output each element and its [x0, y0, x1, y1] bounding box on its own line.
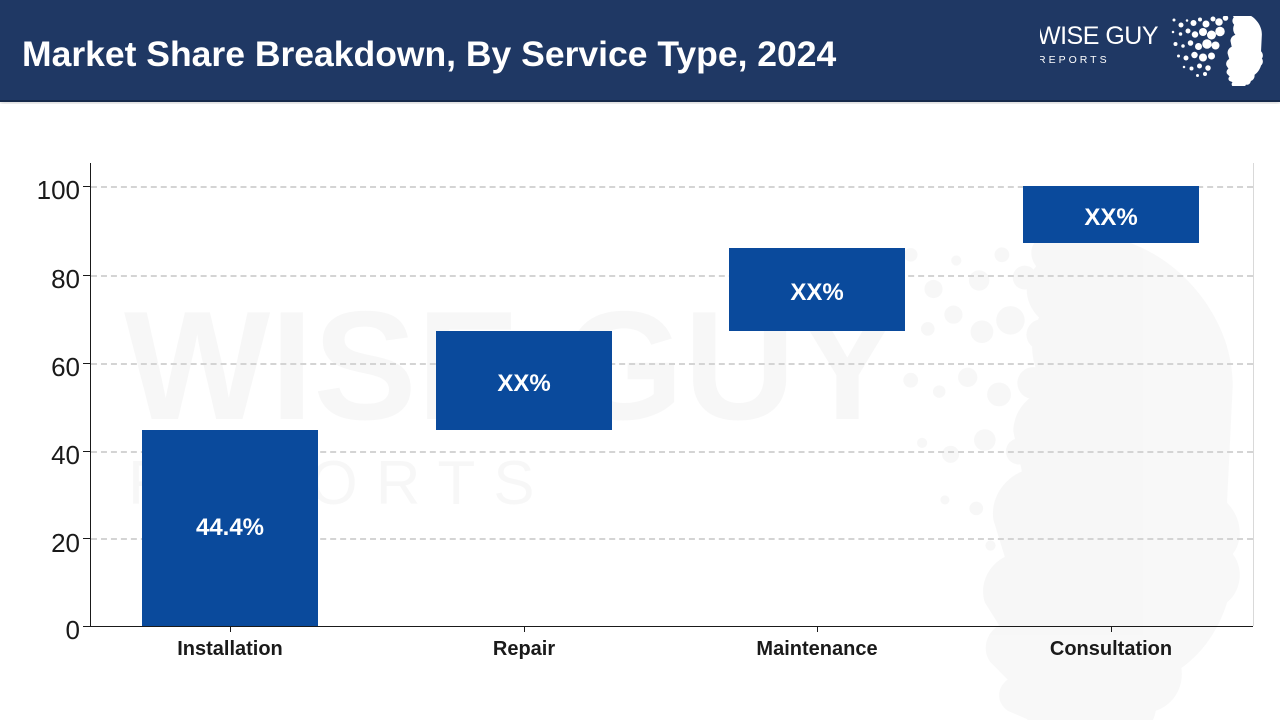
svg-text:REPORTS: REPORTS — [1040, 54, 1110, 66]
svg-text:WISE GUY: WISE GUY — [1040, 22, 1159, 50]
